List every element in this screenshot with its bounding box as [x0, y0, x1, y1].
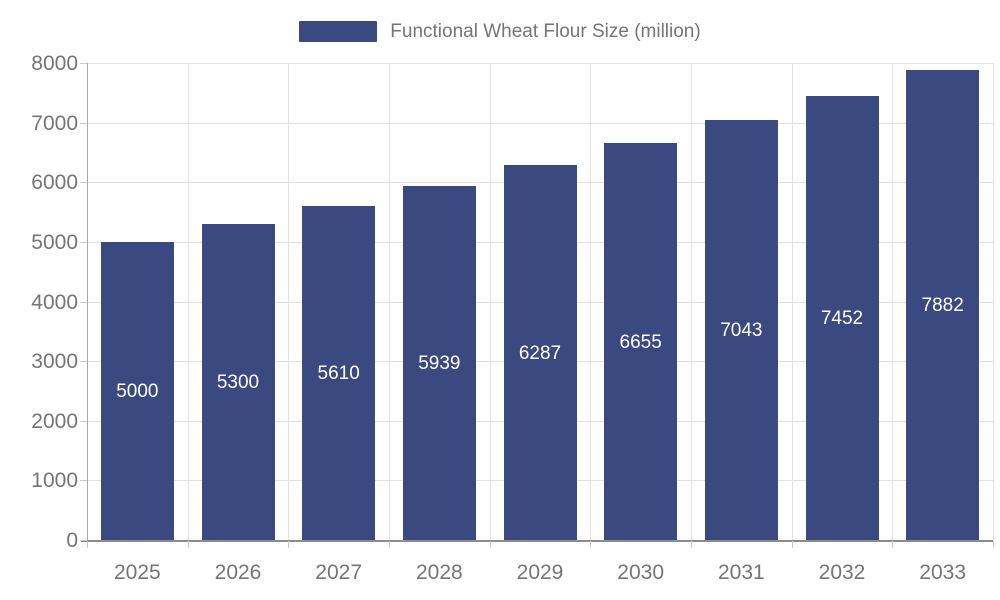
y-gridline	[87, 122, 993, 124]
x-tick-label: 2030	[617, 561, 665, 584]
legend: Functional Wheat Flour Size (million)	[0, 14, 1000, 48]
bar-2028	[402, 185, 476, 540]
x-gridline	[691, 63, 692, 540]
bar-value-label: 5939	[418, 352, 461, 374]
y-tick-label: 4000	[31, 290, 78, 314]
y-axis-tick	[80, 420, 87, 422]
x-gridline	[892, 63, 894, 540]
bar-2032	[805, 95, 879, 540]
y-axis-tick	[80, 182, 87, 184]
bar-2027	[302, 205, 376, 540]
x-axis-tick	[389, 541, 390, 548]
legend-label: Functional Wheat Flour Size (million)	[390, 20, 701, 42]
bar-value-label: 5300	[216, 371, 260, 393]
x-axis-tick	[892, 541, 894, 548]
x-tick-label: 2026	[214, 561, 262, 584]
y-tick-label: 6000	[31, 171, 78, 195]
y-axis-tick	[80, 122, 87, 124]
bar-value-label: 6655	[619, 331, 662, 353]
bar-2029	[503, 165, 577, 540]
y-axis-tick	[80, 361, 87, 363]
x-axis-tick	[87, 541, 88, 548]
y-axis-line	[87, 63, 88, 540]
y-axis-tick	[80, 241, 87, 243]
x-gridline	[590, 63, 592, 540]
bar-value-label: 7452	[820, 307, 864, 329]
bar-value-label: 7882	[921, 295, 964, 317]
x-axis-tick	[489, 541, 491, 548]
y-axis-tick	[80, 480, 87, 482]
plot-area: 5000 5300 5610 5939 6287 6655 7043 7452 7882	[87, 63, 994, 540]
x-tick-label: 2031	[717, 561, 765, 584]
bar-2026	[201, 223, 275, 540]
legend-swatch	[299, 20, 378, 42]
y-gridline	[87, 63, 993, 64]
x-tick-label: 2025	[113, 561, 161, 584]
x-axis-tick	[187, 541, 189, 548]
x-gridline	[187, 63, 189, 540]
y-tick-label: 1000	[31, 469, 78, 493]
x-axis-line	[81, 540, 993, 542]
y-tick-label: 2000	[31, 409, 78, 433]
x-axis-tick	[691, 541, 692, 548]
x-axis-tick	[590, 541, 592, 548]
bar-2025	[100, 241, 174, 540]
x-tick-label: 2029	[516, 561, 564, 584]
x-gridline	[791, 63, 793, 540]
y-tick-label: 3000	[31, 350, 78, 374]
x-gridline	[389, 63, 390, 540]
x-axis-tick	[288, 541, 290, 548]
bar-value-label: 5000	[116, 380, 159, 402]
x-tick-label: 2027	[315, 561, 363, 584]
y-tick-label: 5000	[31, 230, 78, 254]
bar-value-label: 7043	[720, 320, 763, 342]
y-tick-label: 7000	[31, 111, 78, 135]
y-axis-tick	[80, 301, 87, 303]
bar-2030	[604, 143, 678, 540]
x-tick-label: 2033	[919, 561, 967, 584]
y-tick-label: 8000	[31, 52, 78, 75]
y-axis-tick	[80, 540, 87, 541]
bar-value-label: 6287	[518, 342, 562, 364]
x-axis-tick	[791, 541, 793, 548]
bar-2031	[704, 120, 778, 540]
y-tick-label: 0	[66, 529, 78, 552]
x-tick-label: 2032	[818, 561, 866, 584]
y-axis-tick	[80, 63, 87, 64]
x-gridline	[489, 63, 491, 540]
bar-value-label: 5610	[317, 362, 360, 384]
x-gridline	[288, 63, 290, 540]
x-axis-tick	[993, 541, 994, 548]
bar-2033	[906, 70, 980, 540]
x-gridline	[993, 63, 994, 540]
x-tick-label: 2028	[415, 561, 463, 584]
